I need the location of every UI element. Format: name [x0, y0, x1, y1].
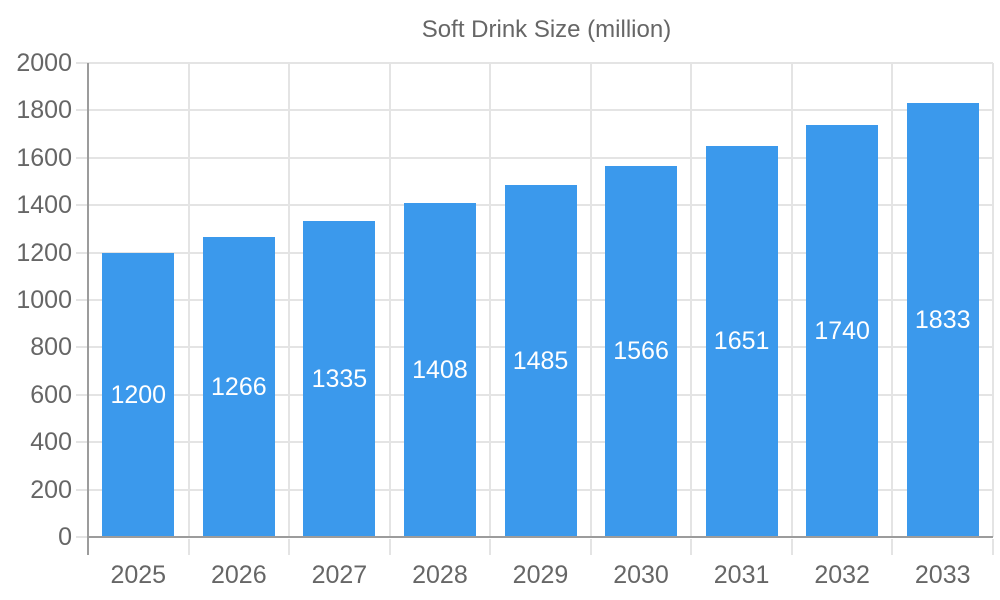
v-gridline — [992, 63, 994, 537]
bar-2030[interactable] — [605, 165, 678, 537]
h-gridline — [88, 109, 993, 112]
y-axis-tick — [76, 204, 88, 207]
x-axis-tick — [992, 539, 994, 555]
bar-2029[interactable] — [504, 185, 577, 537]
y-axis-tick-label: 1400 — [16, 191, 72, 220]
bar-value-label: 1335 — [311, 364, 368, 393]
bar-value-label: 1485 — [512, 347, 569, 376]
y-axis-tick-label: 1600 — [16, 143, 72, 172]
x-axis-tick-label: 2028 — [412, 561, 468, 589]
v-gridline — [589, 63, 592, 537]
bar-2031[interactable] — [705, 145, 778, 537]
y-axis-line — [87, 63, 89, 555]
x-axis-tick — [288, 539, 291, 555]
x-axis-tick-label: 2033 — [914, 561, 971, 589]
y-axis-tick-label: 800 — [30, 333, 72, 362]
bar-value-label: 1200 — [110, 380, 167, 409]
v-gridline — [489, 63, 492, 537]
x-axis-tick-label: 2029 — [512, 561, 569, 589]
x-axis-tick — [690, 539, 693, 555]
y-axis-tick-label: 2000 — [16, 49, 72, 77]
v-gridline — [187, 63, 190, 537]
x-axis-tick-label: 2030 — [613, 561, 669, 589]
x-axis-tick — [589, 539, 592, 555]
bar-2025[interactable] — [102, 252, 175, 537]
y-axis-tick-label: 400 — [30, 428, 72, 457]
y-axis-tick — [76, 156, 88, 159]
y-axis-tick — [76, 62, 88, 64]
y-axis-tick — [76, 251, 88, 254]
y-axis-tick — [76, 488, 88, 491]
x-axis-tick — [891, 539, 894, 555]
y-axis-tick-label: 1800 — [16, 96, 72, 125]
x-axis-tick — [489, 539, 492, 555]
x-axis-tick — [187, 539, 190, 555]
y-axis-tick — [76, 393, 88, 396]
y-axis-tick — [76, 536, 88, 538]
bar-2032[interactable] — [806, 124, 879, 537]
x-axis-tick — [790, 539, 793, 555]
bar-2028[interactable] — [403, 203, 476, 537]
bar-value-label: 1651 — [713, 327, 770, 356]
v-gridline — [388, 63, 391, 537]
y-axis-tick-label: 200 — [30, 475, 72, 504]
bar-value-label: 1266 — [211, 372, 267, 401]
x-axis-tick — [388, 539, 391, 555]
bar-value-label: 1566 — [613, 337, 669, 366]
legend[interactable]: Soft Drink Size (million) — [0, 16, 1000, 44]
bar-value-label: 1740 — [814, 316, 870, 345]
legend-label: Soft Drink Size (million) — [421, 16, 672, 43]
y-axis-tick — [76, 441, 88, 444]
x-axis-line — [88, 536, 993, 538]
v-gridline — [288, 63, 291, 537]
x-axis-tick-label: 2032 — [814, 561, 870, 589]
x-axis-tick-label: 2025 — [110, 561, 167, 589]
h-gridline — [88, 156, 993, 159]
bar-value-label: 1408 — [412, 356, 468, 385]
v-gridline — [790, 63, 793, 537]
bar-value-label: 1833 — [914, 305, 971, 334]
x-axis-tick-label: 2027 — [311, 561, 368, 589]
y-axis-tick-label: 1200 — [16, 238, 72, 267]
bar-2033[interactable] — [906, 102, 979, 537]
y-axis-tick-label: 0 — [58, 523, 72, 551]
v-gridline — [891, 63, 894, 537]
x-axis-tick-label: 2031 — [713, 561, 770, 589]
bar-2026[interactable] — [202, 236, 275, 537]
v-gridline — [690, 63, 693, 537]
x-axis-tick-label: 2026 — [211, 561, 267, 589]
y-axis-tick — [76, 109, 88, 112]
y-axis-tick — [76, 346, 88, 349]
y-axis-tick-label: 600 — [30, 380, 72, 409]
y-axis-tick-label: 1000 — [16, 286, 72, 314]
y-axis-tick — [76, 299, 88, 301]
bar-2027[interactable] — [303, 220, 376, 537]
h-gridline — [88, 62, 993, 64]
legend-swatch-icon — [329, 18, 409, 43]
